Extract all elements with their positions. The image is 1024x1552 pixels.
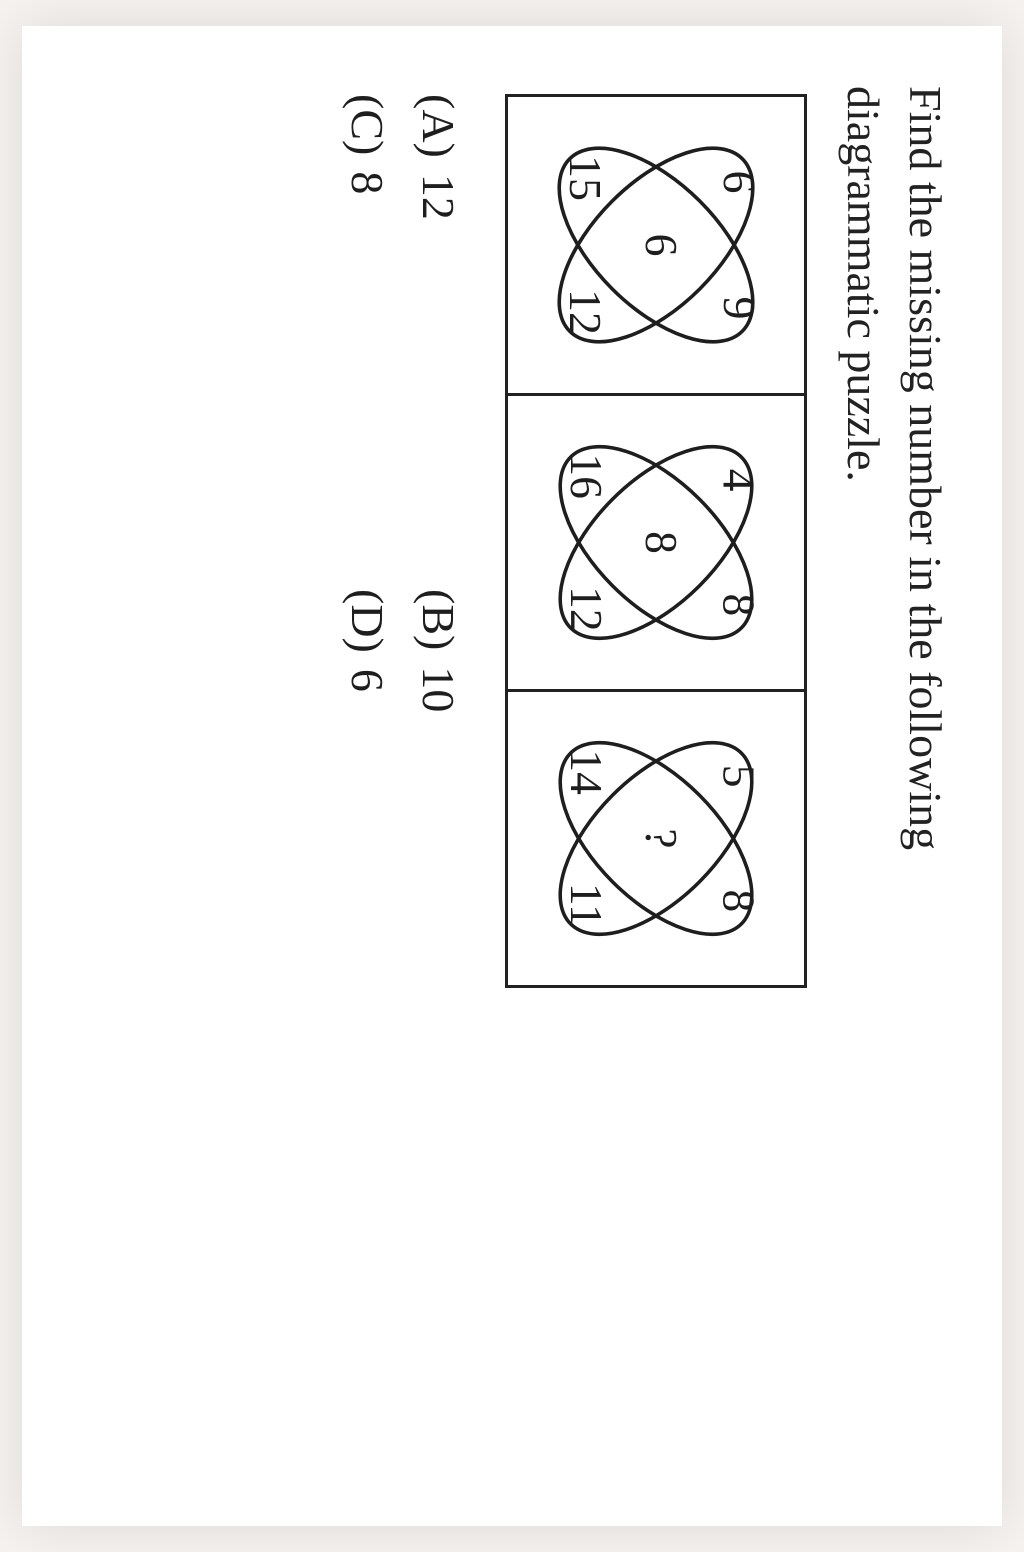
option-C-label: (C) <box>341 94 394 155</box>
p2-center: 8 <box>636 531 687 554</box>
p1-top-left: 6 <box>714 171 765 194</box>
option-D-value: 6 <box>341 669 394 692</box>
p1-top-right: 9 <box>714 297 765 320</box>
option-D[interactable]: (D) 6 <box>341 589 394 974</box>
question-line-2: diagrammatic puzzle. <box>838 86 889 482</box>
option-C-value: 8 <box>341 171 394 194</box>
panel-3-svg: 5 8 ? 14 11 <box>508 692 804 985</box>
puzzle-panels: 6 9 6 15 12 4 8 8 16 12 <box>505 94 807 988</box>
option-A-value: 12 <box>412 174 465 220</box>
p3-bot-right: 11 <box>561 883 612 927</box>
option-B-value: 10 <box>412 666 465 712</box>
p3-top-left: 5 <box>713 765 764 788</box>
p1-center: 6 <box>636 234 687 257</box>
option-A-label: (A) <box>412 94 465 158</box>
p3-bot-left: 14 <box>561 749 612 795</box>
answer-options: (A) 12 (B) 10 (C) 8 (D) 6 <box>341 94 465 974</box>
page-container: Find the missing number in the following… <box>22 26 1002 1526</box>
p2-top-right: 8 <box>713 593 764 616</box>
p1-bot-left: 15 <box>560 155 611 201</box>
question-line-1: Find the missing number in the following <box>900 86 951 850</box>
question-text: Find the missing number in the following… <box>833 86 956 1466</box>
p2-bot-right: 12 <box>561 586 612 632</box>
puzzle-panel-3: 5 8 ? 14 11 <box>508 689 804 985</box>
p1-bot-right: 12 <box>560 289 611 335</box>
option-B[interactable]: (B) 10 <box>412 589 465 974</box>
panel-2-svg: 4 8 8 16 12 <box>508 396 804 689</box>
puzzle-panel-1: 6 9 6 15 12 <box>508 97 804 393</box>
p2-top-left: 4 <box>713 469 764 492</box>
p3-center: ? <box>636 828 687 848</box>
p2-bot-left: 16 <box>561 453 612 499</box>
option-C[interactable]: (C) 8 <box>341 94 394 479</box>
option-B-label: (B) <box>412 589 465 650</box>
p3-top-right: 8 <box>713 889 764 912</box>
option-D-label: (D) <box>341 589 394 653</box>
panel-1-svg: 6 9 6 15 12 <box>508 97 804 393</box>
option-A[interactable]: (A) 12 <box>412 94 465 479</box>
puzzle-panel-2: 4 8 8 16 12 <box>508 393 804 689</box>
